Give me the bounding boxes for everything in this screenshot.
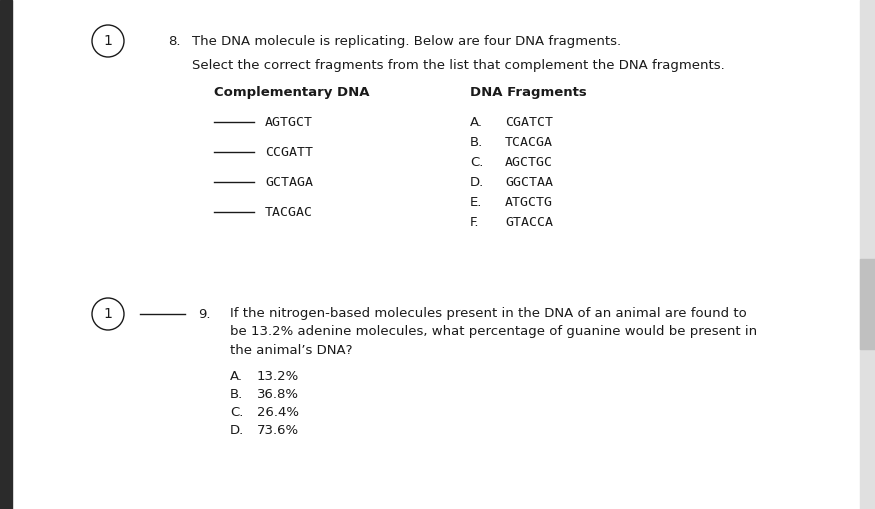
Text: If the nitrogen-based molecules present in the DNA of an animal are found to: If the nitrogen-based molecules present …	[230, 307, 746, 321]
Bar	[860, 259, 875, 349]
Text: Complementary DNA: Complementary DNA	[214, 86, 369, 99]
Text: A.: A.	[470, 116, 483, 128]
Text: E.: E.	[470, 195, 482, 209]
Text: The DNA molecule is replicating. Below are four DNA fragments.: The DNA molecule is replicating. Below a…	[192, 35, 621, 47]
Text: TACGAC: TACGAC	[265, 206, 313, 218]
Text: A.: A.	[230, 370, 243, 382]
Text: ATGCTG: ATGCTG	[505, 195, 553, 209]
Text: Select the correct fragments from the list that complement the DNA fragments.: Select the correct fragments from the li…	[192, 59, 724, 71]
Text: 1: 1	[103, 307, 112, 321]
Text: 26.4%: 26.4%	[257, 406, 299, 418]
Text: GTACCA: GTACCA	[505, 215, 553, 229]
Text: B.: B.	[470, 135, 483, 149]
Text: AGTGCT: AGTGCT	[265, 116, 313, 128]
Text: be 13.2% adenine molecules, what percentage of guanine would be present in: be 13.2% adenine molecules, what percent…	[230, 325, 757, 338]
Text: B.: B.	[230, 387, 243, 401]
Text: 73.6%: 73.6%	[257, 423, 299, 437]
Text: 13.2%: 13.2%	[257, 370, 299, 382]
Bar	[860, 0, 875, 509]
Text: C.: C.	[230, 406, 243, 418]
Text: GGCTAA: GGCTAA	[505, 176, 553, 188]
Text: the animal’s DNA?: the animal’s DNA?	[230, 344, 353, 356]
Bar	[0, 0, 12, 509]
Text: D.: D.	[470, 176, 484, 188]
Text: CCGATT: CCGATT	[265, 146, 313, 158]
Text: 36.8%: 36.8%	[257, 387, 299, 401]
Text: 8.: 8.	[168, 35, 180, 47]
Text: D.: D.	[230, 423, 244, 437]
Text: CGATCT: CGATCT	[505, 116, 553, 128]
Text: GCTAGA: GCTAGA	[265, 176, 313, 188]
Text: TCACGA: TCACGA	[505, 135, 553, 149]
Text: DNA Fragments: DNA Fragments	[470, 86, 587, 99]
Text: C.: C.	[470, 156, 483, 168]
Text: 1: 1	[103, 34, 112, 48]
Text: 9.: 9.	[198, 307, 211, 321]
Text: AGCTGC: AGCTGC	[505, 156, 553, 168]
Text: F.: F.	[470, 215, 480, 229]
